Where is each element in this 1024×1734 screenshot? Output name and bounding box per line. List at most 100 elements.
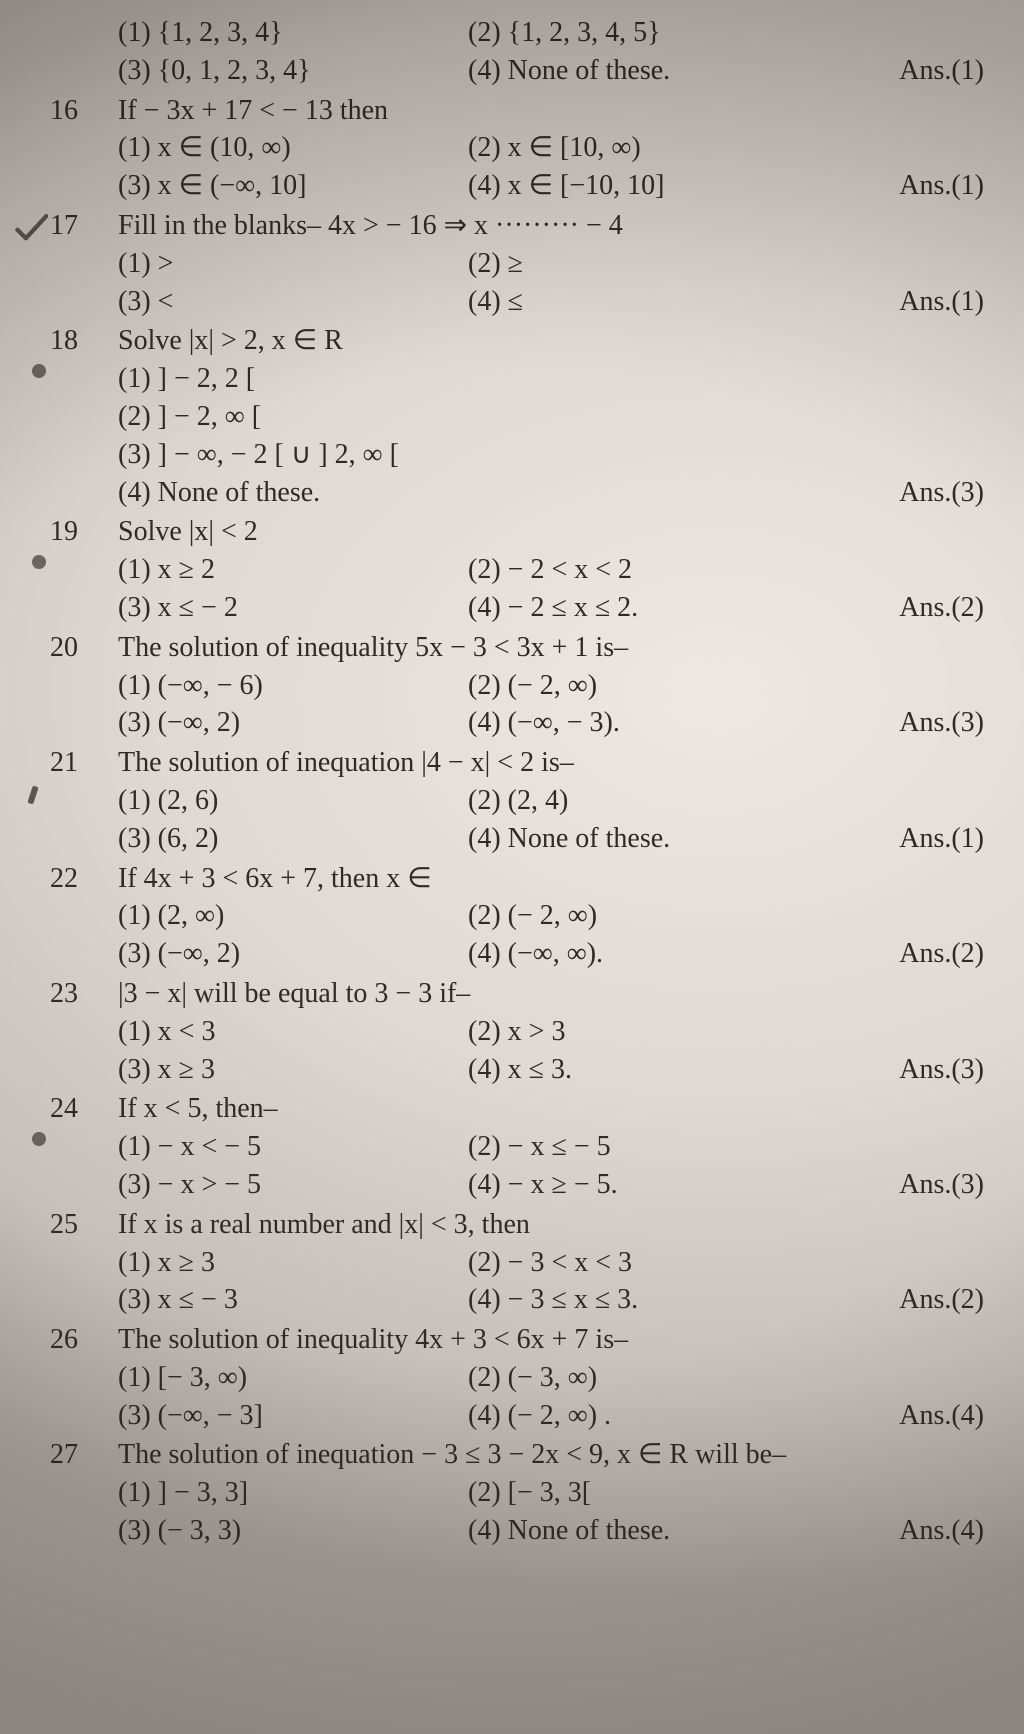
option-row: (3) ] − ∞, − 2 [ ∪ ] 2, ∞ [ <box>118 436 994 474</box>
option-row: (1) x ≥ 3(2) − 3 < x < 3 <box>118 1244 994 1282</box>
option: (2) {1, 2, 3, 4, 5} <box>468 14 818 52</box>
question-stem: If x < 5, then– <box>118 1090 994 1128</box>
answer-label: Ans.(1) <box>899 167 984 205</box>
option: (1) x ∈ (10, ∞) <box>118 129 468 167</box>
question-number: 19 <box>50 513 100 551</box>
option-number: (2) <box>468 1131 501 1162</box>
option-number: (3) <box>118 286 151 317</box>
option-number: (1) <box>118 248 151 279</box>
question: 17Fill in the blanks– 4x > − 16 ⇒ x ····… <box>60 207 994 320</box>
option: (1) (2, ∞) <box>118 897 468 935</box>
option-text: (2, ∞) <box>158 900 225 931</box>
option: (1) (−∞, − 6) <box>118 667 468 705</box>
option-row: (3) (− 3, 3)(4) None of these.Ans.(4) <box>118 1512 994 1550</box>
option: (1) {1, 2, 3, 4} <box>118 14 468 52</box>
option-row: (1) (2, ∞)(2) (− 2, ∞) <box>118 897 994 935</box>
question: 18Solve |x| > 2, x ∈ R(1) ] − 2, 2 [(2) … <box>60 322 994 511</box>
question: (1) {1, 2, 3, 4}(2) {1, 2, 3, 4, 5}(3) {… <box>60 14 994 90</box>
option-text: (− 2, ∞) <box>508 670 597 701</box>
question-number: 25 <box>50 1206 100 1244</box>
option-number: (1) <box>118 1131 151 1162</box>
option-row: (3) x ≤ − 3(4) − 3 ≤ x ≤ 3.Ans.(2) <box>118 1281 994 1319</box>
option-number: (4) <box>468 1515 501 1546</box>
option-text: x ≥ 2 <box>158 554 215 585</box>
option: (3) x ≤ − 3 <box>118 1281 468 1319</box>
option-number: (1) <box>118 1477 151 1508</box>
hand-check-icon <box>14 211 48 245</box>
question: 21The solution of inequation |4 − x| < 2… <box>60 744 994 857</box>
question-stem: The solution of inequality 5x − 3 < 3x +… <box>118 629 994 667</box>
option-row: (1) (2, 6)(2) (2, 4) <box>118 782 994 820</box>
question-stem: The solution of inequation |4 − x| < 2 i… <box>118 744 994 782</box>
option-number: (4) <box>468 170 501 201</box>
option-text: x ≤ − 2 <box>158 592 238 623</box>
answer-label: Ans.(4) <box>899 1512 984 1550</box>
option-text: x ∈ [−10, 10] <box>508 170 665 201</box>
question-stem: If − 3x + 17 < − 13 then <box>118 92 994 130</box>
option-row: (1) {1, 2, 3, 4}(2) {1, 2, 3, 4, 5} <box>118 14 994 52</box>
question-number: 17 <box>50 207 100 245</box>
option-text: (− 2, ∞) <box>508 900 597 931</box>
option-text: x ≤ − 3 <box>158 1284 238 1315</box>
option: (2) (− 2, ∞) <box>468 667 818 705</box>
option: (1) − x < − 5 <box>118 1128 468 1166</box>
option: (3) (− 3, 3) <box>118 1512 468 1550</box>
option-text: x ≥ 3 <box>158 1054 215 1085</box>
option: (3) x ≥ 3 <box>118 1051 468 1089</box>
option-number: (2) <box>468 132 501 163</box>
option-text: (2, 4) <box>508 785 569 816</box>
option-number: (3) <box>118 938 151 969</box>
option: (3) < <box>118 283 468 321</box>
option: (1) x < 3 <box>118 1013 468 1051</box>
option: (3) − x > − 5 <box>118 1166 468 1204</box>
option-number: (4) <box>468 1284 501 1315</box>
option-number: (4) <box>468 1400 501 1431</box>
question: 27The solution of inequation − 3 ≤ 3 − 2… <box>60 1436 994 1549</box>
question-list: (1) {1, 2, 3, 4}(2) {1, 2, 3, 4, 5}(3) {… <box>60 14 994 1550</box>
option-number: (4) <box>118 477 158 508</box>
option-row: (3) x ≥ 3(4) x ≤ 3.Ans.(3) <box>118 1051 994 1089</box>
option-row: (3) (−∞, 2)(4) (−∞, − 3).Ans.(3) <box>118 704 994 742</box>
answer-label: Ans.(1) <box>899 283 984 321</box>
option-number: (4) <box>468 823 501 854</box>
option-number: (2) <box>468 1362 501 1393</box>
question: 20The solution of inequality 5x − 3 < 3x… <box>60 629 994 742</box>
option-row: (3) (6, 2)(4) None of these.Ans.(1) <box>118 820 994 858</box>
option-text: None of these. <box>158 477 321 508</box>
option: (1) x ≥ 3 <box>118 1244 468 1282</box>
question-stem: Solve |x| < 2 <box>118 513 994 551</box>
option-text: x ≤ 3. <box>508 1054 572 1085</box>
option-text: ] − 2, 2 [ <box>158 363 255 394</box>
answer-label: Ans.(3) <box>899 1166 984 1204</box>
question-number: 16 <box>50 92 100 130</box>
option-text: x ≥ 3 <box>158 1247 215 1278</box>
option-number: (1) <box>118 670 151 701</box>
option-number: (1) <box>118 132 151 163</box>
option: (4) (−∞, − 3). <box>468 704 818 742</box>
answer-label: Ans.(2) <box>899 589 984 627</box>
option-row: (1) x ∈ (10, ∞)(2) x ∈ [10, ∞) <box>118 129 994 167</box>
option-text: x ∈ [10, ∞) <box>508 132 641 163</box>
option-row: (3) x ∈ (−∞, 10](4) x ∈ [−10, 10]Ans.(1) <box>118 167 994 205</box>
option-text: > <box>158 248 174 279</box>
option-number: (3) <box>118 592 151 623</box>
option-text: (− 2, ∞) . <box>508 1400 611 1431</box>
option-text: x > 3 <box>508 1016 566 1047</box>
option-number: (3) <box>118 1400 151 1431</box>
option-text: None of these. <box>508 823 671 854</box>
option: (2) [− 3, 3[ <box>468 1474 818 1512</box>
option: (1) > <box>118 245 468 283</box>
option: (2) (2, 4) <box>468 782 818 820</box>
page: (1) {1, 2, 3, 4}(2) {1, 2, 3, 4, 5}(3) {… <box>60 0 994 1734</box>
option-row: (4) None of these.Ans.(3) <box>118 474 994 512</box>
option-number: (1) <box>118 1247 151 1278</box>
option-text: − 2 ≤ x ≤ 2. <box>508 592 639 623</box>
option: (4) x ∈ [−10, 10] <box>468 167 818 205</box>
option-row: (1) − x < − 5(2) − x ≤ − 5 <box>118 1128 994 1166</box>
question-number: 20 <box>50 629 100 667</box>
option-number: (3) <box>118 707 151 738</box>
hand-dot-icon <box>32 555 46 569</box>
answer-label: Ans.(3) <box>899 704 984 742</box>
option-text: (−∞, − 3] <box>158 1400 263 1431</box>
question: 24If x < 5, then–(1) − x < − 5(2) − x ≤ … <box>60 1090 994 1203</box>
